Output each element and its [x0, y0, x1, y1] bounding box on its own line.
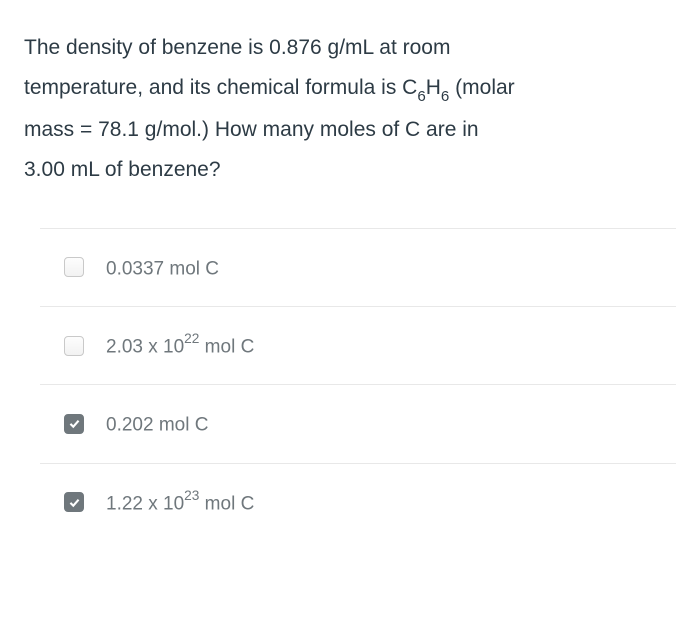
option-text-sup: 22	[184, 331, 199, 346]
q-sub2: 6	[441, 88, 449, 105]
option-text-a: 0.202 mol C	[106, 415, 208, 436]
option-label: 1.22 x 1023 mol C	[106, 490, 254, 515]
check-icon	[68, 496, 81, 509]
option-row[interactable]: 0.0337 mol C	[40, 228, 676, 306]
option-text-a: 0.0337 mol C	[106, 258, 219, 279]
q-line3: mass = 78.1 g/mol.) How many moles of C …	[24, 118, 479, 141]
question-text: The density of benzene is 0.876 g/mL at …	[24, 28, 676, 190]
option-text-a: 1.22 x 10	[106, 493, 184, 514]
option-text-b: mol C	[199, 493, 254, 514]
checkbox-unchecked[interactable]	[64, 336, 84, 356]
option-text-a: 2.03 x 10	[106, 336, 184, 357]
q-line2c: (molar	[449, 76, 514, 99]
checkbox-checked[interactable]	[64, 414, 84, 434]
q-sub1: 6	[417, 88, 425, 105]
option-text-b: mol C	[199, 336, 254, 357]
option-label: 0.0337 mol C	[106, 255, 219, 280]
check-icon	[68, 417, 81, 430]
q-line2a: temperature, and its chemical formula is…	[24, 76, 417, 99]
option-label: 0.202 mol C	[106, 411, 208, 436]
checkbox-unchecked[interactable]	[64, 257, 84, 277]
options-list: 0.0337 mol C 2.03 x 1022 mol C 0.202 mol…	[40, 228, 676, 541]
option-text-sup: 23	[184, 488, 199, 503]
option-row[interactable]: 1.22 x 1023 mol C	[40, 463, 676, 541]
option-row[interactable]: 0.202 mol C	[40, 384, 676, 462]
option-label: 2.03 x 1022 mol C	[106, 333, 254, 358]
q-line2b: H	[426, 76, 441, 99]
option-row[interactable]: 2.03 x 1022 mol C	[40, 306, 676, 384]
q-line4: 3.00 mL of benzene?	[24, 158, 221, 181]
checkbox-checked[interactable]	[64, 492, 84, 512]
q-line1: The density of benzene is 0.876 g/mL at …	[24, 36, 450, 59]
